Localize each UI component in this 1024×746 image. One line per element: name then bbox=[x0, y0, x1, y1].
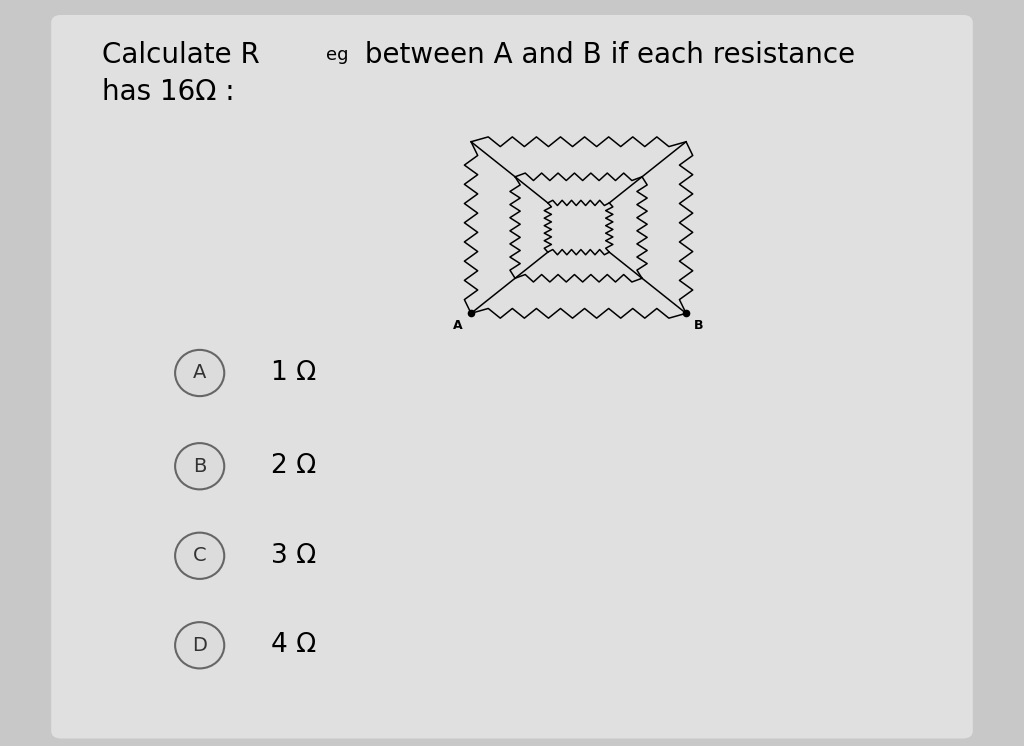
Text: B: B bbox=[694, 319, 703, 332]
Ellipse shape bbox=[175, 350, 224, 396]
Text: between A and B if each resistance: between A and B if each resistance bbox=[356, 41, 855, 69]
FancyBboxPatch shape bbox=[51, 15, 973, 739]
Text: C: C bbox=[193, 546, 207, 565]
Text: D: D bbox=[193, 636, 207, 655]
Ellipse shape bbox=[175, 443, 224, 489]
Ellipse shape bbox=[175, 622, 224, 668]
Text: 4 Ω: 4 Ω bbox=[271, 633, 316, 658]
Text: 1 Ω: 1 Ω bbox=[271, 360, 316, 386]
Text: 2 Ω: 2 Ω bbox=[271, 454, 316, 479]
Text: eg: eg bbox=[326, 46, 348, 64]
Text: Calculate R: Calculate R bbox=[102, 41, 260, 69]
Text: has 16Ω :: has 16Ω : bbox=[102, 78, 236, 107]
Text: 3 Ω: 3 Ω bbox=[271, 543, 316, 568]
Ellipse shape bbox=[175, 533, 224, 579]
Text: B: B bbox=[193, 457, 207, 476]
Text: A: A bbox=[454, 319, 463, 332]
Text: A: A bbox=[193, 363, 207, 383]
